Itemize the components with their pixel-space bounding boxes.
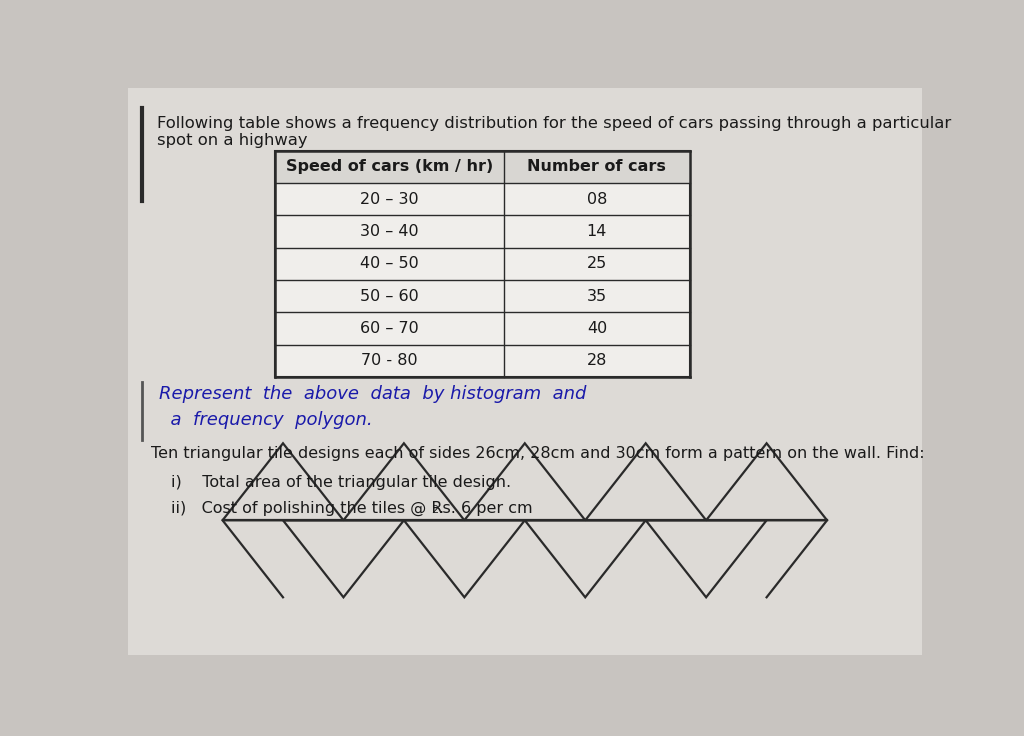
Text: i)    Total area of the triangular tile design.: i) Total area of the triangular tile des… <box>171 475 511 490</box>
Text: 40: 40 <box>587 321 607 336</box>
Text: 28: 28 <box>587 353 607 369</box>
Text: 70 - 80: 70 - 80 <box>361 353 418 369</box>
Text: Speed of cars (km / hr): Speed of cars (km / hr) <box>286 160 494 174</box>
Text: spot on a highway: spot on a highway <box>158 133 308 148</box>
Text: .: . <box>438 501 443 516</box>
Text: 30 – 40: 30 – 40 <box>360 224 419 239</box>
Text: 50 – 60: 50 – 60 <box>360 289 419 304</box>
Text: 2: 2 <box>431 505 438 515</box>
Text: 40 – 50: 40 – 50 <box>360 256 419 272</box>
Text: Represent  the  above  data  by histogram  and: Represent the above data by histogram an… <box>159 385 587 403</box>
Bar <box>275 151 690 183</box>
Text: Ten triangular tile designs each of sides 26cm, 28cm and 30cm form a pattern on : Ten triangular tile designs each of side… <box>152 445 925 461</box>
Text: Following table shows a frequency distribution for the speed of cars passing thr: Following table shows a frequency distri… <box>158 116 951 131</box>
Text: 25: 25 <box>587 256 607 272</box>
Text: 08: 08 <box>587 191 607 207</box>
Bar <box>275 151 690 377</box>
Text: 20 – 30: 20 – 30 <box>360 191 419 207</box>
Text: a  frequency  polygon.: a frequency polygon. <box>159 411 373 429</box>
Text: 35: 35 <box>587 289 607 304</box>
Text: 14: 14 <box>587 224 607 239</box>
Text: 60 – 70: 60 – 70 <box>360 321 419 336</box>
Text: ii)   Cost of polishing the tiles @ Rs. 6 per cm: ii) Cost of polishing the tiles @ Rs. 6 … <box>171 501 532 516</box>
Text: Number of cars: Number of cars <box>527 160 667 174</box>
